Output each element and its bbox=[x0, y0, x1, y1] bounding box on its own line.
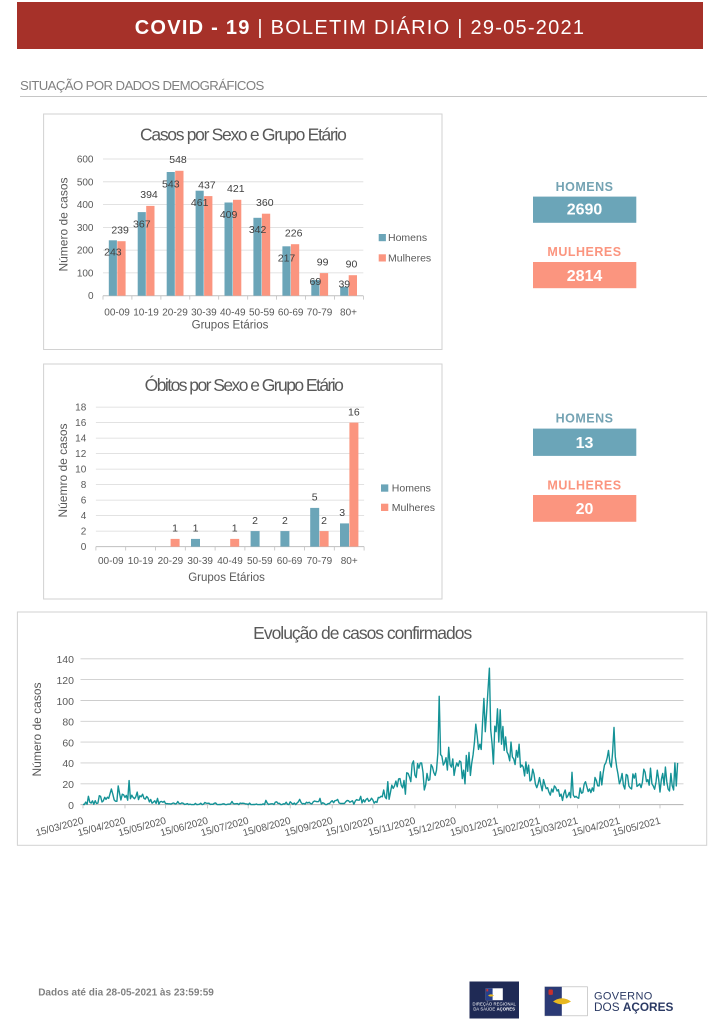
svg-text:20-29: 20-29 bbox=[158, 556, 184, 567]
svg-text:600: 600 bbox=[77, 155, 94, 166]
svg-text:80+: 80+ bbox=[341, 556, 358, 567]
svg-text:99: 99 bbox=[317, 256, 329, 268]
svg-text:239: 239 bbox=[111, 225, 129, 237]
svg-text:Grupos Etários: Grupos Etários bbox=[188, 572, 265, 584]
svg-text:39: 39 bbox=[338, 278, 350, 290]
svg-text:Casos por Sexo e Grupo Etário: Casos por Sexo e Grupo Etário bbox=[140, 124, 346, 144]
svg-text:2: 2 bbox=[252, 515, 258, 527]
svg-text:30-39: 30-39 bbox=[187, 556, 213, 567]
svg-text:200: 200 bbox=[77, 246, 94, 257]
svg-text:3: 3 bbox=[339, 507, 345, 519]
svg-text:COVID - 19 | BOLETIM DIÁRIO |: COVID - 19 | BOLETIM DIÁRIO | 29-05-2021 bbox=[135, 16, 586, 39]
svg-text:HOMENS: HOMENS bbox=[556, 180, 614, 194]
svg-text:12: 12 bbox=[75, 449, 87, 460]
svg-text:543: 543 bbox=[162, 178, 180, 190]
svg-text:548: 548 bbox=[169, 154, 187, 166]
svg-text:1: 1 bbox=[172, 523, 178, 535]
svg-text:2: 2 bbox=[282, 515, 288, 527]
svg-text:70-79: 70-79 bbox=[307, 556, 333, 567]
svg-text:70-79: 70-79 bbox=[307, 308, 333, 319]
svg-text:Evolução de casos confirmados: Evolução de casos confirmados bbox=[253, 623, 472, 643]
svg-text:1: 1 bbox=[232, 523, 238, 535]
svg-text:0: 0 bbox=[68, 800, 74, 812]
svg-text:243: 243 bbox=[104, 247, 122, 259]
svg-text:90: 90 bbox=[346, 259, 358, 271]
svg-text:0: 0 bbox=[81, 542, 87, 553]
svg-text:Mulheres: Mulheres bbox=[388, 252, 431, 264]
svg-text:Número de casos: Número de casos bbox=[57, 177, 71, 271]
svg-text:80+: 80+ bbox=[340, 308, 357, 319]
svg-text:Número de casos: Número de casos bbox=[30, 682, 44, 776]
svg-text:226: 226 bbox=[285, 228, 303, 240]
svg-text:30-39: 30-39 bbox=[191, 308, 217, 319]
svg-text:4: 4 bbox=[81, 511, 87, 522]
svg-text:18: 18 bbox=[75, 403, 87, 414]
svg-text:14: 14 bbox=[75, 434, 87, 445]
svg-text:2: 2 bbox=[81, 527, 87, 538]
svg-text:1: 1 bbox=[193, 523, 199, 535]
svg-text:367: 367 bbox=[133, 219, 151, 231]
svg-text:10-19: 10-19 bbox=[133, 308, 159, 319]
svg-text:60-69: 60-69 bbox=[278, 308, 304, 319]
svg-text:6: 6 bbox=[81, 496, 87, 507]
svg-text:10-19: 10-19 bbox=[128, 556, 154, 567]
svg-text:69: 69 bbox=[310, 276, 322, 288]
svg-text:2: 2 bbox=[321, 515, 327, 527]
svg-text:40-49: 40-49 bbox=[217, 556, 243, 567]
svg-text:60-69: 60-69 bbox=[277, 556, 303, 567]
svg-text:Grupos Etários: Grupos Etários bbox=[192, 320, 269, 332]
svg-text:40-49: 40-49 bbox=[220, 308, 246, 319]
svg-text:0: 0 bbox=[88, 291, 94, 302]
svg-text:409: 409 bbox=[220, 209, 238, 221]
svg-text:20: 20 bbox=[576, 501, 594, 518]
svg-text:20-29: 20-29 bbox=[162, 308, 188, 319]
svg-text:100: 100 bbox=[77, 268, 94, 279]
svg-text:2814: 2814 bbox=[567, 268, 603, 285]
svg-text:50-59: 50-59 bbox=[247, 556, 273, 567]
svg-text:2690: 2690 bbox=[567, 201, 603, 218]
svg-text:MULHERES: MULHERES bbox=[547, 245, 621, 259]
svg-text:300: 300 bbox=[77, 223, 94, 234]
svg-text:MULHERES: MULHERES bbox=[547, 479, 621, 493]
svg-text:SITUAÇÃO POR DADOS DEMOGRÁFICO: SITUAÇÃO POR DADOS DEMOGRÁFICOS bbox=[20, 78, 265, 93]
svg-text:80: 80 bbox=[62, 717, 74, 729]
svg-text:394: 394 bbox=[140, 189, 158, 201]
svg-text:Óbitos por Sexo e Grupo Etário: Óbitos por Sexo e Grupo Etário bbox=[145, 374, 343, 395]
svg-text:Homens: Homens bbox=[392, 483, 431, 495]
svg-text:120: 120 bbox=[56, 675, 74, 687]
svg-text:342: 342 bbox=[249, 224, 267, 236]
svg-text:437: 437 bbox=[198, 179, 216, 191]
svg-text:16: 16 bbox=[348, 406, 360, 418]
svg-text:00-09: 00-09 bbox=[104, 308, 130, 319]
svg-text:8: 8 bbox=[81, 480, 87, 491]
svg-text:50-59: 50-59 bbox=[249, 308, 275, 319]
svg-text:DIREÇÃO REGIONAL: DIREÇÃO REGIONAL bbox=[472, 1002, 516, 1007]
svg-text:360: 360 bbox=[256, 197, 274, 209]
svg-text:Núemro de casos: Núemro de casos bbox=[56, 423, 70, 517]
svg-text:60: 60 bbox=[62, 737, 74, 749]
svg-text:217: 217 bbox=[278, 253, 296, 265]
svg-text:5: 5 bbox=[312, 492, 318, 504]
svg-text:500: 500 bbox=[77, 177, 94, 188]
svg-text:16: 16 bbox=[75, 418, 87, 429]
svg-text:10: 10 bbox=[75, 465, 87, 476]
svg-text:100: 100 bbox=[56, 696, 74, 708]
svg-text:DA SAÚDE AÇORES: DA SAÚDE AÇORES bbox=[473, 1007, 515, 1012]
svg-text:421: 421 bbox=[227, 183, 245, 195]
svg-text:Mulheres: Mulheres bbox=[392, 502, 435, 514]
svg-text:40: 40 bbox=[62, 758, 74, 770]
svg-text:HOMENS: HOMENS bbox=[556, 411, 614, 425]
svg-text:DOS AÇORES: DOS AÇORES bbox=[594, 1000, 673, 1014]
svg-text:20: 20 bbox=[62, 779, 74, 791]
svg-text:Dados até dia 28-05-2021 às 23: Dados até dia 28-05-2021 às 23:59:59 bbox=[38, 988, 214, 999]
svg-text:Homens: Homens bbox=[388, 232, 427, 244]
svg-text:13: 13 bbox=[576, 435, 594, 452]
svg-text:00-09: 00-09 bbox=[98, 556, 124, 567]
svg-text:461: 461 bbox=[191, 197, 209, 209]
svg-text:140: 140 bbox=[56, 654, 74, 666]
svg-text:400: 400 bbox=[77, 200, 94, 211]
svg-text:GOVERNO: GOVERNO bbox=[594, 990, 653, 1002]
